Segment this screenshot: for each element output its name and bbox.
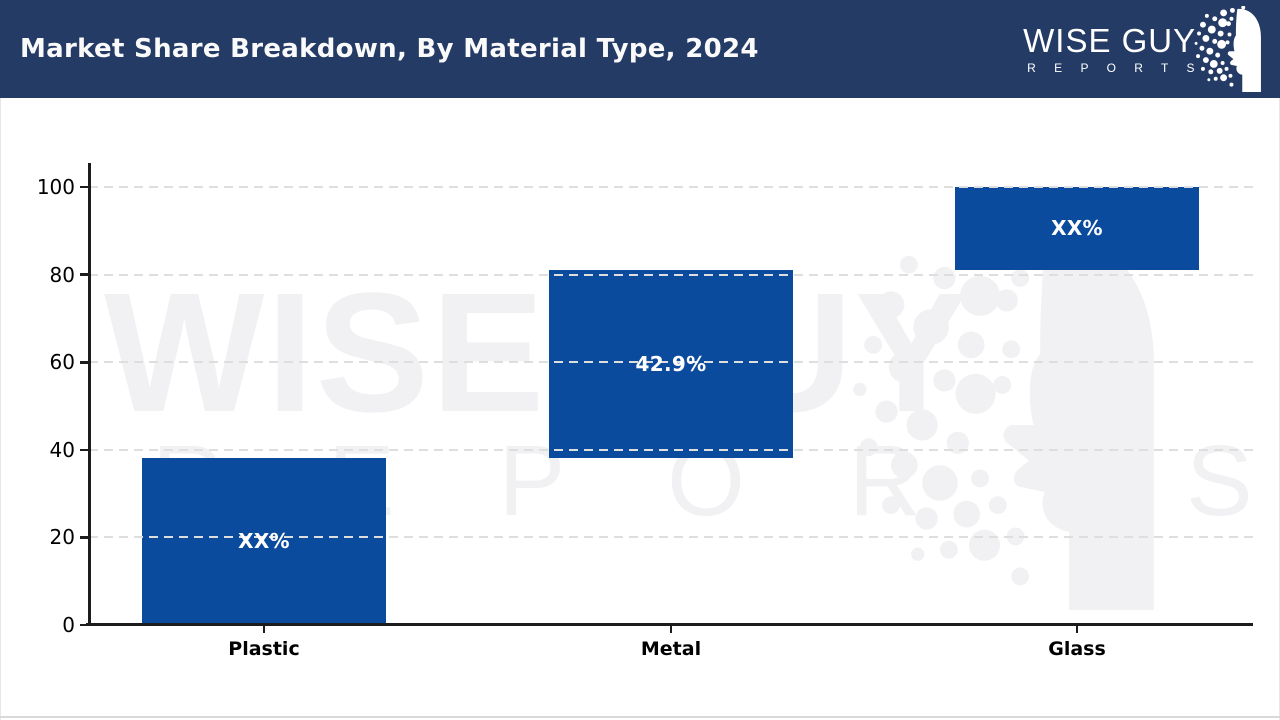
bar-plastic [142,457,386,625]
gridline-y-40 [89,448,1253,451]
bottom-rule [0,716,1280,718]
chart-title: Market Share Breakdown, By Material Type… [20,34,759,64]
y-tick-label: 80 [49,262,75,287]
y-tick-label: 60 [49,350,75,375]
header-bar: Market Share Breakdown, By Material Type… [0,0,1280,98]
bar-label-metal: 42.9% [635,351,707,376]
y-tick-mark [80,448,88,452]
gridline-y-20 [89,536,1253,539]
x-category-label-metal: Metal [640,638,702,660]
logo-wordmark: WISE GUY [1023,21,1197,59]
bar-label-glass: XX% [1051,216,1103,241]
y-tick-mark [80,273,88,276]
x-category-label-plastic: Plastic [228,638,300,660]
y-axis-spine [88,163,91,626]
x-category-label-glass: Glass [1048,638,1106,660]
x-tick-mark [669,626,673,633]
y-tick-mark [80,536,88,539]
gridline-y-60 [89,361,1253,364]
y-tick-label: 40 [49,437,75,462]
x-tick-mark [1075,626,1079,633]
logo-text: WISE GUY R E P O R T S [1023,24,1202,75]
gridline-y-100 [89,186,1253,189]
head-silhouette-icon [1194,6,1261,92]
x-tick-mark [262,626,266,633]
bar-label-plastic: XX% [238,529,290,554]
y-tick-label: 20 [49,525,75,550]
y-tick-label: 0 [62,613,75,637]
bar-metal [549,269,793,458]
y-tick-label: 100 [36,175,75,200]
y-tick-mark [80,361,88,364]
logo-subtext: R E P O R T S [1027,60,1202,75]
gridline-y-80 [89,273,1253,276]
wiseguy-logo: WISE GUY R E P O R T S [1023,6,1266,92]
x-axis-spine [86,623,1253,626]
y-tick-mark [80,185,88,189]
y-tick-mark [80,623,88,627]
plot-area: 0 20 40 60 80 100 XX% Plastic 42.9% Metal XX% Glass [37,163,1253,660]
